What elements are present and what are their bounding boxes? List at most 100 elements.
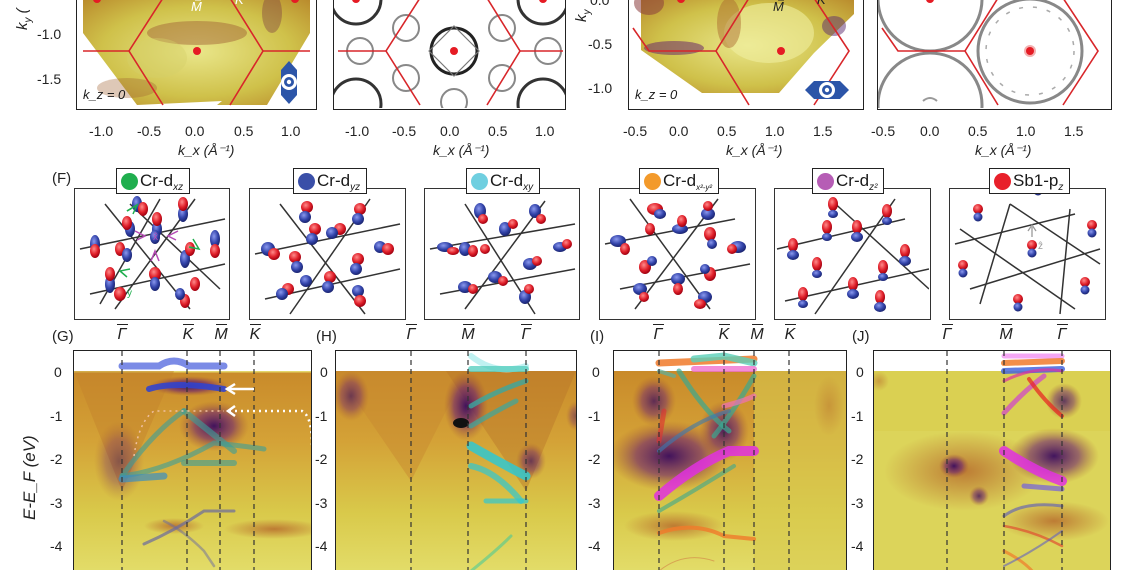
gamma-point-label: Γ [516, 324, 536, 344]
y-tick: -3 [851, 495, 864, 511]
k-point-label: K [178, 324, 198, 344]
y-tick: -2 [315, 451, 328, 467]
horizontal-polarization-icon [805, 81, 849, 99]
orbital-color-dot [644, 172, 661, 190]
y-tick: -2 [588, 451, 601, 467]
kx-axis-label: k_x (Å⁻¹) [726, 142, 783, 158]
x-tick: 0.5 [717, 123, 737, 139]
x-hat-label: x̂ [153, 231, 158, 243]
orbital-label: Cr-d x²-y² [639, 168, 720, 194]
orbital-subscript: xz [173, 181, 184, 193]
panel-label-h: (H) [316, 328, 337, 345]
orbital-label: Cr-d xy [466, 168, 541, 194]
x-tick: -0.5 [392, 123, 417, 139]
x-tick: 0.5 [234, 123, 254, 139]
orbital-label: Cr-d z² [812, 168, 885, 194]
orbital-subscript: z² [869, 181, 878, 193]
gamma-point-label: Γ [1052, 324, 1072, 344]
x-tick: 0.0 [185, 123, 205, 139]
y-tick: -3 [50, 495, 63, 511]
m-point-label: M [996, 324, 1016, 344]
gamma-point-label: Γ [112, 324, 132, 344]
m-point-label: M [191, 0, 202, 14]
x-tick: -0.5 [137, 123, 162, 139]
fs-map-plot-area: M K k_z = 0 [628, 0, 864, 110]
arpes-plot-area [335, 350, 577, 570]
y-tick: 0 [54, 364, 62, 380]
panel-label-f: (F) [52, 170, 72, 187]
orbital-subscript: x²-y² [696, 182, 713, 192]
orbital-subscript: xy [523, 181, 534, 193]
y-tick: 0 [856, 364, 864, 380]
orbital-label: Cr-d yz [293, 168, 368, 194]
y-tick: -0.5 [588, 36, 613, 52]
arpes-plot-area [613, 350, 847, 570]
x-tick: 0.5 [488, 123, 508, 139]
orbital-color-dot [994, 172, 1011, 190]
fs-map-plot-area: M K k_z = 0 [76, 0, 317, 110]
k-point-label: K [235, 0, 244, 7]
orbital-color-dot [121, 172, 138, 190]
orbital-name: Cr-d [317, 171, 351, 190]
y-tick: 0.0 [590, 0, 610, 8]
panel-label-i: (I) [590, 328, 605, 345]
fs-calc-plot-area [877, 0, 1112, 110]
y-tick: -4 [315, 538, 328, 554]
orbital-label: Cr-d xz [116, 168, 191, 194]
x-tick: 0.0 [669, 123, 689, 139]
y-tick: -3 [588, 495, 601, 511]
x-tick: 0.5 [968, 123, 988, 139]
m-point-label: M [458, 324, 478, 344]
x-tick: -1.0 [89, 123, 114, 139]
orbital-color-dot [471, 172, 488, 190]
x-tick: 0.0 [440, 123, 460, 139]
vertical-polarization-icon [281, 61, 297, 104]
y-tick: -3 [315, 495, 328, 511]
y-hat-label: ŷ [127, 288, 132, 299]
z-hat-label: ẑ [1038, 241, 1043, 252]
orbital-subscript: z [1058, 181, 1064, 193]
orbital-name: Cr-d [140, 171, 174, 190]
y-tick: 0 [320, 364, 328, 380]
x-tick: 1.0 [1016, 123, 1036, 139]
y-tick: -1 [851, 408, 864, 424]
panel-label-g: (G) [52, 328, 74, 345]
orbital-name: Cr-d [663, 171, 697, 190]
m-point-label: M [747, 324, 767, 344]
orbital-subscript: yz [350, 181, 361, 193]
y-tick: -1 [588, 408, 601, 424]
x-tick: -0.5 [871, 123, 896, 139]
orbital-label: Sb1-p z [989, 168, 1071, 194]
y-tick: -1.0 [37, 26, 62, 42]
x-tick: 1.5 [813, 123, 833, 139]
energy-axis-label: E-E_F (eV) [20, 435, 39, 520]
kz-annotation: k_z = 0 [635, 87, 678, 102]
m-point-label: M [211, 324, 231, 344]
y-tick: -4 [851, 538, 864, 554]
x-tick: 0.0 [920, 123, 940, 139]
flat-band-arrow [224, 382, 254, 396]
k-point-label: K [714, 324, 734, 344]
k-point-label: K [245, 324, 265, 344]
ky-axis-label: ky [573, 9, 593, 23]
y-tick: -1.0 [588, 80, 613, 96]
gamma-point-label: Γ [937, 324, 957, 344]
m-point-label: M [773, 0, 784, 14]
k-point-label: K [817, 0, 826, 7]
panel-label-j: (J) [852, 328, 870, 345]
orbital-name: Cr-d [490, 171, 524, 190]
orbital-name: Sb1-p [1013, 171, 1059, 190]
x-tick: -0.5 [623, 123, 648, 139]
arpes-plot-area [873, 350, 1111, 570]
kx-axis-label: k_x (Å⁻¹) [975, 142, 1032, 158]
fs-calc-plot-area [333, 0, 566, 110]
flat-band-dotted-arrow [133, 409, 311, 457]
y-tick: -1 [315, 408, 328, 424]
arpes-plot-area [73, 350, 312, 570]
x-tick: -1.0 [345, 123, 370, 139]
k-point-label: K [780, 324, 800, 344]
y-tick: -4 [588, 538, 601, 554]
x-tick: 1.0 [765, 123, 785, 139]
x-tick: 1.5 [1064, 123, 1084, 139]
gamma-point-label: Γ [401, 324, 421, 344]
